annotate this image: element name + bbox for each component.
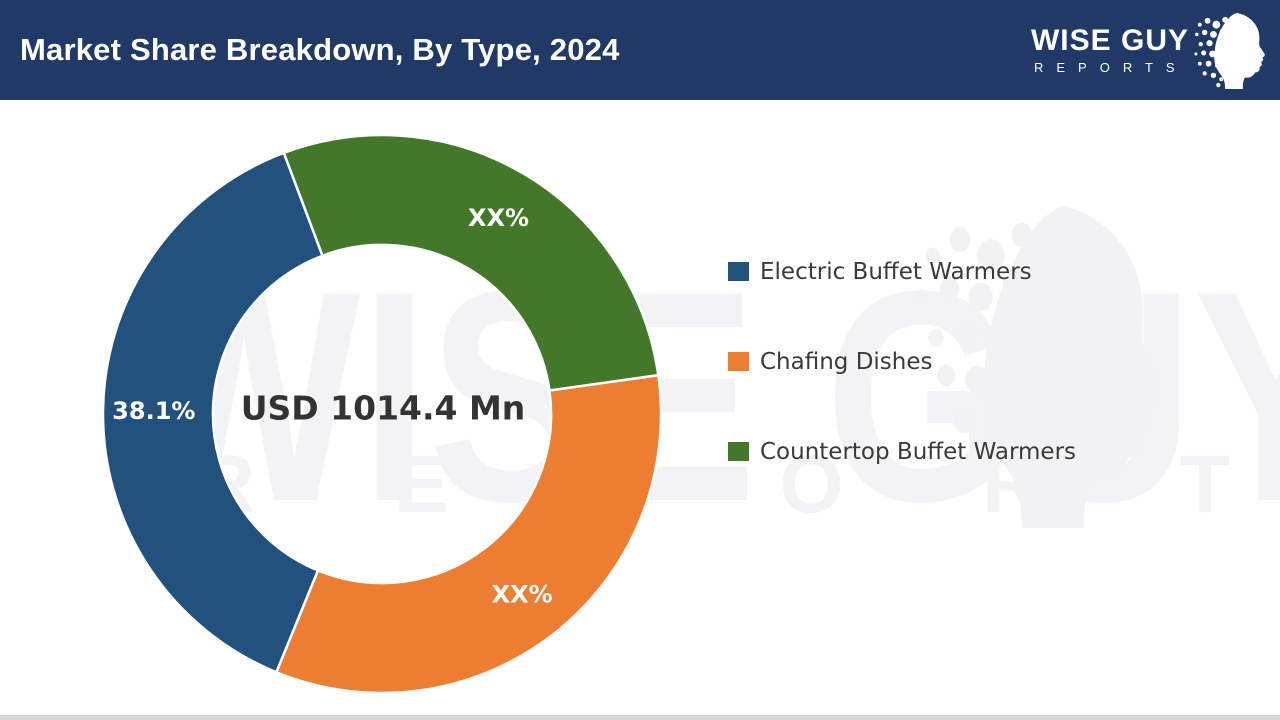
legend-swatch-electric-buffet-warmers <box>728 262 749 281</box>
chart-center-value: USD 1014.4 Mn <box>240 388 526 428</box>
donut-slice-countertop-buffet-warmers <box>282 133 660 392</box>
legend-item-chafing-dishes: Chafing Dishes <box>728 346 1076 377</box>
logo-text: WISE GUY REPORTS <box>1030 23 1189 75</box>
logo-subtitle: REPORTS <box>1033 59 1188 75</box>
donut-chart: 38.1% XX% XX% <box>101 133 663 695</box>
legend-label: Electric Buffet Warmers <box>760 258 1032 285</box>
legend-swatch-countertop-buffet-warmers <box>728 442 749 461</box>
wise-guy-logo: WISE GUY REPORTS <box>1031 10 1268 90</box>
bottom-divider <box>0 715 1280 720</box>
logo-face-icon <box>1194 12 1265 89</box>
watermark-face-icon <box>915 206 1162 528</box>
legend-label: Countertop Buffet Warmers <box>760 438 1077 465</box>
legend-item-countertop-buffet-warmers: Countertop Buffet Warmers <box>728 436 1076 467</box>
slice-label-countertop-buffet-warmers: XX% <box>468 204 529 232</box>
logo-wordmark: WISE GUY <box>1030 23 1189 57</box>
legend-label: Chafing Dishes <box>760 348 933 375</box>
legend-item-electric-buffet-warmers: Electric Buffet Warmers <box>728 256 1076 287</box>
slice-label-chafing-dishes: XX% <box>492 581 553 609</box>
legend-swatch-chafing-dishes <box>728 352 749 371</box>
page-title: Market Share Breakdown, By Type, 2024 <box>20 32 620 67</box>
slice-label-electric-buffet-warmers: 38.1% <box>112 397 195 425</box>
legend: Electric Buffet Warmers Chafing Dishes C… <box>728 256 1076 526</box>
header-bar: Market Share Breakdown, By Type, 2024 WI… <box>0 0 1280 100</box>
donut-slice-electric-buffet-warmers <box>101 151 325 674</box>
donut-slice-chafing-dishes <box>274 373 663 695</box>
